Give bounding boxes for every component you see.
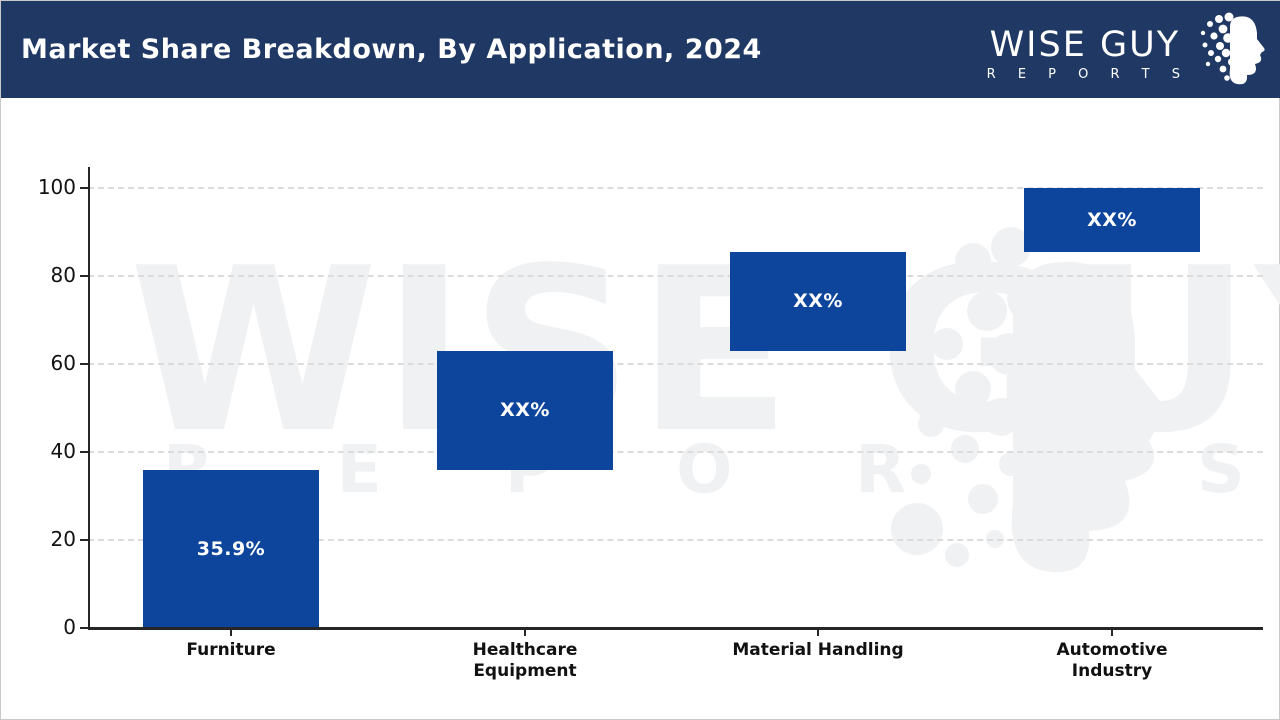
xtick-3 — [1111, 628, 1114, 636]
xcat-label-1: Healthcare Equipment — [472, 640, 578, 681]
ytick-label-60: 60 — [50, 350, 76, 375]
y-axis-line — [88, 167, 91, 630]
xcat-label-3: Automotive Industry — [1056, 640, 1168, 681]
ytick-60 — [80, 362, 88, 366]
watermark-head-icon — [891, 227, 1169, 573]
gridline-60 — [88, 362, 1263, 365]
xtick-1 — [524, 628, 527, 636]
wiseguy-head-icon — [1200, 12, 1265, 85]
ytick-label-20: 20 — [50, 526, 76, 551]
ytick-label-80: 80 — [50, 262, 76, 287]
bar-material-handling: XX% — [730, 252, 906, 351]
header-bar: Market Share Breakdown, By Application, … — [1, 1, 1280, 98]
ytick-label-0: 0 — [63, 615, 76, 639]
bar-value-label: XX% — [500, 399, 550, 422]
gridline-80 — [88, 274, 1263, 277]
ytick-label-40: 40 — [50, 438, 76, 463]
bar-furniture: 35.9% — [143, 469, 319, 628]
gridline-100 — [88, 186, 1263, 189]
bar-value-label: XX% — [793, 290, 843, 313]
brand-logo: WISE GUY R E P O R T S — [987, 7, 1267, 95]
xtick-0 — [230, 628, 233, 636]
brand-name: WISE GUY — [989, 25, 1181, 65]
ytick-100 — [80, 186, 88, 189]
bar-healthcare-equipment: XX% — [437, 350, 613, 470]
bar-value-label: XX% — [1087, 208, 1137, 231]
brand-logo-text: WISE GUY R E P O R T S — [981, 25, 1189, 82]
gridline-40 — [88, 450, 1263, 453]
ytick-0 — [80, 627, 88, 630]
bar-value-label: 35.9% — [196, 537, 266, 560]
ytick-20 — [80, 538, 88, 542]
ytick-80 — [80, 274, 88, 278]
xcat-label-2: Material Handling — [732, 640, 904, 660]
x-axis-line — [88, 627, 1263, 630]
xcat-label-0: Furniture — [186, 640, 276, 660]
bar-automotive-industry: XX% — [1024, 187, 1200, 253]
brand-tagline: R E P O R T S — [986, 67, 1189, 82]
ytick-40 — [80, 450, 88, 454]
page-title: Market Share Breakdown, By Application, … — [21, 34, 762, 65]
ytick-label-100: 100 — [37, 174, 76, 199]
xtick-2 — [817, 628, 820, 636]
chart-area: 0 20 40 60 80 100 35.9% Furniture XX% Healthcare … — [1, 98, 1280, 720]
gridline-20 — [88, 538, 1263, 541]
